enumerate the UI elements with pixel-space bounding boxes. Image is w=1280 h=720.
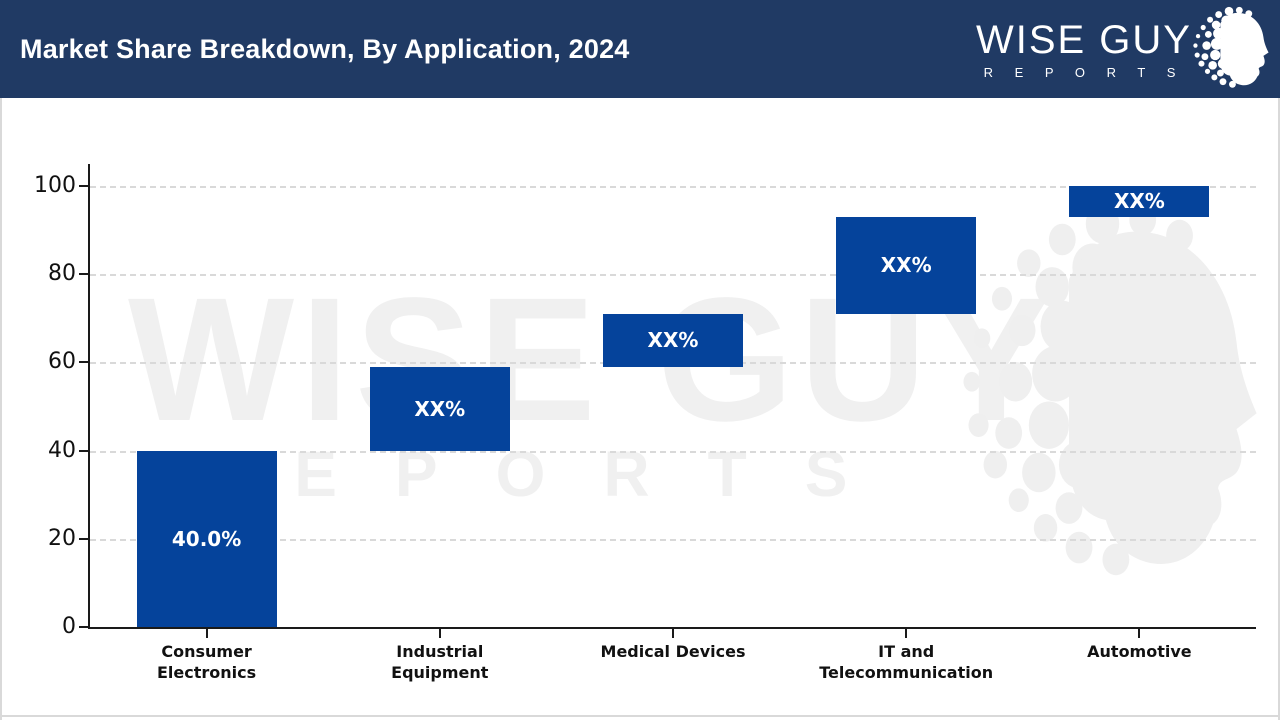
y-tick-mark: [79, 537, 88, 540]
x-tick-label: Medical Devices: [600, 642, 746, 661]
x-tick-label: Consumer Electronics: [157, 642, 257, 682]
y-tick-mark: [79, 361, 88, 364]
bar: XX%: [836, 216, 977, 314]
x-tick-mark: [1138, 629, 1141, 638]
y-tick-label: 100: [34, 173, 76, 199]
frame-right-line: [1278, 98, 1280, 720]
x-tick-label: Industrial Equipment: [391, 642, 489, 682]
y-tick-label: 60: [48, 349, 76, 375]
watermark-text-line2: REPORTS: [190, 438, 906, 510]
watermark-head-icon: [963, 203, 1257, 576]
gridline: [90, 538, 1256, 541]
y-tick-mark: [79, 449, 88, 452]
x-tick-label: IT and Telecommunication: [819, 642, 994, 682]
x-tick-mark: [205, 629, 208, 638]
y-tick-label: 0: [62, 614, 76, 639]
x-tick-mark: [672, 629, 674, 638]
bar-value-label: XX%: [880, 253, 932, 278]
y-tick-mark: [79, 185, 88, 188]
brand-name: WISE GUY: [975, 17, 1192, 62]
x-tick-mark: [438, 629, 441, 638]
x-tick-label: Automotive: [1087, 642, 1192, 661]
frame-bottom-line: [0, 715, 1280, 717]
bar-value-label: XX%: [1113, 189, 1165, 214]
bar: 40.0%: [136, 450, 277, 627]
bar-value-label: XX%: [414, 396, 466, 421]
brand-logo-text: WISE GUY R E P O R T S: [976, 20, 1192, 79]
frame-left-line: [0, 98, 2, 720]
bar-value-label: 40.0%: [171, 526, 242, 551]
bar-value-label: XX%: [647, 328, 699, 353]
brand-head-icon: [1193, 6, 1269, 88]
gridline: [90, 274, 1256, 277]
plot-area: 0 20 40 60 80 100 40.0% Consumer Electronics XX%…: [34, 164, 1256, 682]
x-tick-mark: [905, 629, 908, 638]
bar: XX%: [1069, 186, 1210, 217]
bar: XX%: [603, 313, 743, 367]
header-bar: Market Share Breakdown, By Application, …: [0, 0, 1280, 98]
y-tick-label: 40: [48, 437, 76, 463]
y-tick-label: 20: [48, 525, 76, 551]
gridline: [90, 186, 1256, 189]
y-tick-mark: [79, 273, 88, 276]
bar: XX%: [369, 366, 510, 451]
brand-logo: WISE GUY R E P O R T S: [976, 3, 1272, 95]
page-title: Market Share Breakdown, By Application, …: [20, 33, 630, 64]
brand-subtitle: R E P O R T S: [983, 64, 1185, 80]
y-tick-label: 80: [48, 261, 76, 287]
y-tick-mark: [79, 626, 88, 628]
gridline: [90, 450, 1256, 453]
